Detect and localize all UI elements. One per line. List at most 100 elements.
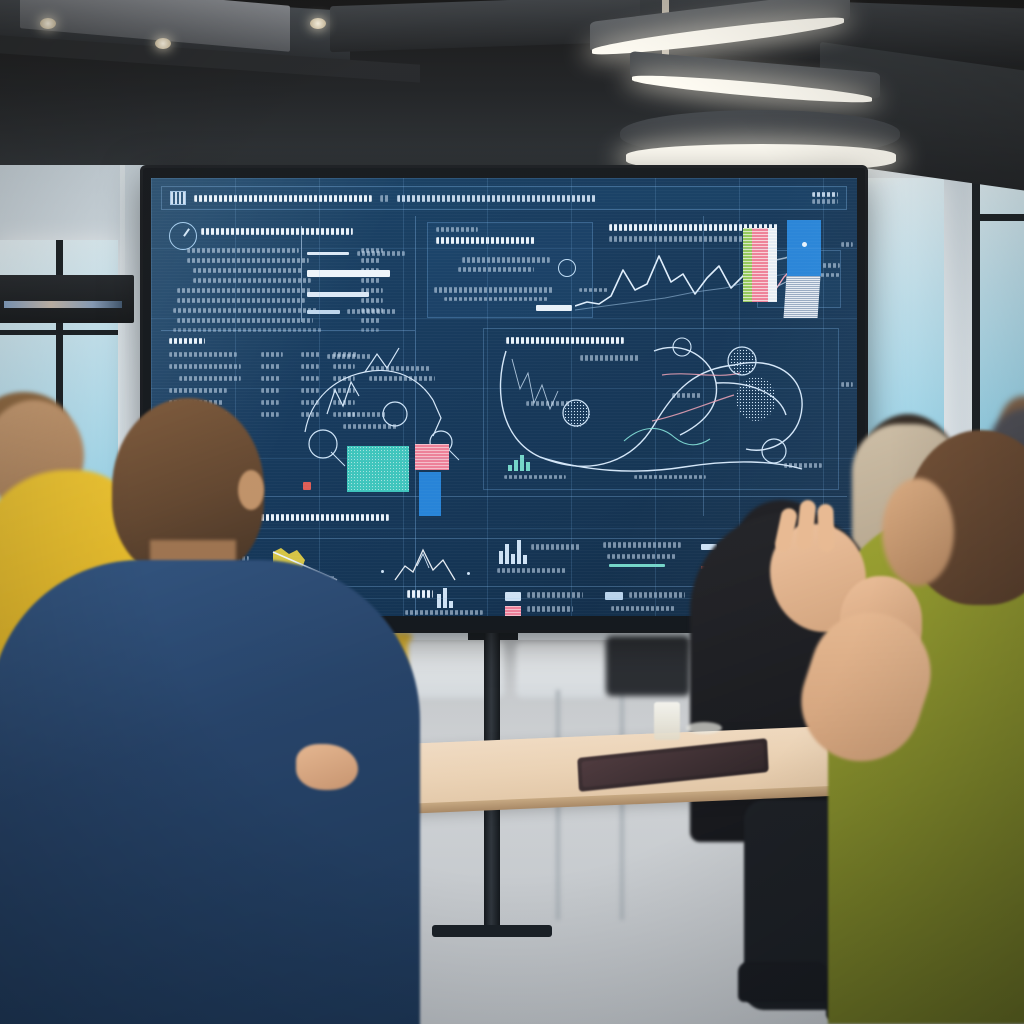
metrics-row-label-6: Resource Utilization: [177, 298, 305, 303]
footer-cell-2-label: Sync Window Elapsed: [629, 592, 685, 598]
shoe-left: [738, 962, 830, 1002]
network-annotation-1: Correlation path: [526, 401, 572, 406]
status-card-panel[interactable]: Updated continuously STATUS SUMMARY Pipe…: [427, 222, 593, 318]
legend-row-6-c2: 277: [261, 412, 279, 417]
tile-text-block-1[interactable]: [601, 534, 693, 584]
sketch-label-3: [369, 376, 435, 381]
footer-cell-1-icon: [505, 592, 521, 601]
comparison-bar-3: [307, 292, 369, 297]
glass-partition-left: [120, 0, 125, 520]
region-divider-horizontal-1: [161, 330, 415, 331]
comparison-bars-panel[interactable]: Segment A Segment D: [301, 226, 413, 326]
metrics-row-value-8: 2.8%: [361, 318, 381, 323]
heatmap-detail-block: [783, 276, 821, 318]
secondary-monitor: [0, 275, 134, 323]
metrics-row-label-8: Forecast Deviation Rate: [177, 318, 313, 323]
comparison-label-4: Segment D: [347, 309, 397, 314]
trend-chart-axis-label: Period: [579, 288, 609, 292]
secondary-monitor-content: [4, 301, 122, 308]
red-alert-chip: [303, 482, 311, 490]
footer-cell-2-icon: [605, 592, 623, 600]
tile-peak-line[interactable]: [379, 540, 475, 586]
olive-top-face: [882, 478, 954, 586]
footer-section-title: [221, 514, 389, 521]
ceiling-spotlight-3: [310, 18, 326, 29]
ceiling-spotlight-1: [40, 18, 56, 29]
window-far-right: [978, 158, 1024, 438]
network-diagram-subtitle: Node relation topology: [580, 355, 640, 361]
network-diagram-title: Interdependency Flow Map: [506, 337, 624, 344]
footer-cell-2[interactable]: Sync Window Elapsed 00:42: [603, 590, 695, 616]
saucer[interactable]: [686, 722, 722, 734]
comparison-bar-1: [307, 252, 349, 255]
status-card-metric-row: [434, 287, 554, 293]
legend-row-1-c1: North Cluster: [169, 352, 237, 357]
white-chair-2: [516, 642, 606, 698]
blue-highlight-block: [419, 472, 441, 516]
legend-table-title: LEGEND: [169, 338, 205, 344]
metrics-row-label-3: Avg Resolution Time: [193, 268, 303, 273]
tile-bars-small-caption: [405, 610, 483, 615]
comparison-bar-2: [307, 270, 390, 277]
gauge-icon: [169, 222, 197, 250]
sketch-label-2: [371, 366, 431, 371]
heatmap-col-neutral: [768, 228, 777, 302]
sketch-label-5: [343, 424, 397, 429]
metrics-row-label-1: Throughput per Region: [187, 248, 299, 253]
metrics-table-panel[interactable]: Key Indicator Breakdown Throughput per R…: [165, 220, 409, 332]
metrics-row-value-2: 82%: [361, 258, 381, 263]
heatmap-col-red-1: [752, 228, 768, 302]
sketch-diagram-svg: [304, 347, 460, 467]
sketch-label-4: [347, 412, 387, 417]
tile-text-block-1-line: [607, 554, 677, 559]
tile-text-block-1-title: [603, 542, 681, 548]
dark-chair-back: [606, 636, 690, 696]
region-divider-horizontal-4: [161, 586, 847, 587]
legend-row-3-c2: 455: [261, 376, 281, 381]
dashboard-header: Operations and Performance Overview | Qu…: [161, 186, 847, 210]
network-annotation-3: Feedback loop: [784, 463, 822, 468]
metrics-row-value-4: 99.2: [361, 278, 381, 283]
network-mini-caption-2: [634, 475, 706, 479]
dashboard-title: Operations and Performance Overview: [194, 194, 372, 202]
finger-3: [817, 503, 835, 553]
inset-chart-sub: [806, 273, 840, 277]
metrics-row-value-1: 3427: [361, 248, 383, 253]
right-strip-text-2: [841, 382, 853, 387]
sketch-diagram-panel[interactable]: [291, 338, 471, 488]
footer-cell-2-value: 00:42: [611, 606, 675, 611]
legend-row-5-c2: 521: [261, 400, 279, 405]
metrics-row-value-9: 91: [361, 328, 379, 332]
legend-row-1-c2: 412: [261, 352, 283, 357]
footer-cell-1[interactable]: Batch Integrity Confirmed OK: [503, 590, 595, 616]
tile-bars-small[interactable]: [401, 586, 487, 616]
legend-row-2-c3: -2.1: [301, 364, 319, 369]
trend-chart-subtitle: Normalized series across reporting windo…: [609, 236, 769, 242]
inset-chart-title: Regional Delta: [808, 263, 840, 268]
status-card-body-2: [458, 267, 534, 272]
display-stand-foot: [432, 925, 552, 937]
status-card-body: Pipeline stable across monitored nodes: [462, 257, 550, 263]
pink-texture-block: [415, 444, 449, 470]
status-card-title: STATUS SUMMARY: [436, 237, 536, 244]
chair-leg-4: [620, 690, 624, 920]
teal-texture-block: [347, 446, 409, 492]
header-separator: |: [380, 194, 389, 202]
tile-bars-left[interactable]: Channel Mix: [495, 534, 591, 584]
heatmap-grid: [743, 228, 781, 302]
tile-bars-left-chart: [499, 540, 527, 564]
network-diagram-svg: [499, 337, 803, 472]
header-clock: 12:47: [812, 199, 838, 204]
legend-row-2-c4: 0.81: [333, 364, 355, 369]
man-navy-hand: [296, 744, 358, 790]
heatmap-active-dot: [802, 242, 807, 247]
tile-peak-dot-1: [381, 570, 384, 573]
legend-row-3-c3: +4.7: [301, 376, 319, 381]
network-diagram-panel[interactable]: Interdependency Flow Map Node relation t…: [483, 328, 839, 490]
footer-cell-1-badge: [505, 606, 521, 616]
tile-peak-line-svg: [394, 548, 456, 581]
status-badge: [536, 305, 572, 311]
tile-bars-left-caption: [497, 568, 567, 573]
heatmap-panel[interactable]: [729, 214, 841, 324]
drinking-glass[interactable]: [654, 702, 680, 740]
